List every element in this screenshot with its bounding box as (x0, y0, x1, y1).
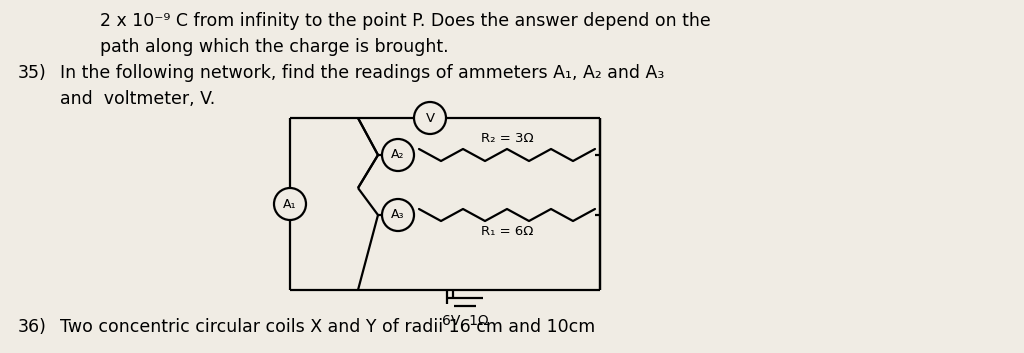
Text: Two concentric circular coils X and Y of radii 16 cm and 10cm: Two concentric circular coils X and Y of… (60, 318, 595, 336)
Text: 2 x 10⁻⁹ C from infinity to the point P. Does the answer depend on the: 2 x 10⁻⁹ C from infinity to the point P.… (100, 12, 711, 30)
Text: In the following network, find the readings of ammeters A₁, A₂ and A₃: In the following network, find the readi… (60, 64, 665, 82)
Text: A₃: A₃ (391, 209, 404, 221)
Text: 35): 35) (18, 64, 47, 82)
Text: and  voltmeter, V.: and voltmeter, V. (60, 90, 215, 108)
Circle shape (382, 139, 414, 171)
Text: A₁: A₁ (284, 197, 297, 210)
Text: path along which the charge is brought.: path along which the charge is brought. (100, 38, 449, 56)
Text: R₁ = 6Ω: R₁ = 6Ω (481, 225, 534, 238)
Text: 36): 36) (18, 318, 47, 336)
Text: V: V (425, 112, 434, 125)
Circle shape (274, 188, 306, 220)
Text: A₂: A₂ (391, 149, 404, 162)
Text: 6V, 1Ω: 6V, 1Ω (441, 314, 488, 328)
Text: R₂ = 3Ω: R₂ = 3Ω (480, 132, 534, 145)
Circle shape (414, 102, 446, 134)
Circle shape (382, 199, 414, 231)
